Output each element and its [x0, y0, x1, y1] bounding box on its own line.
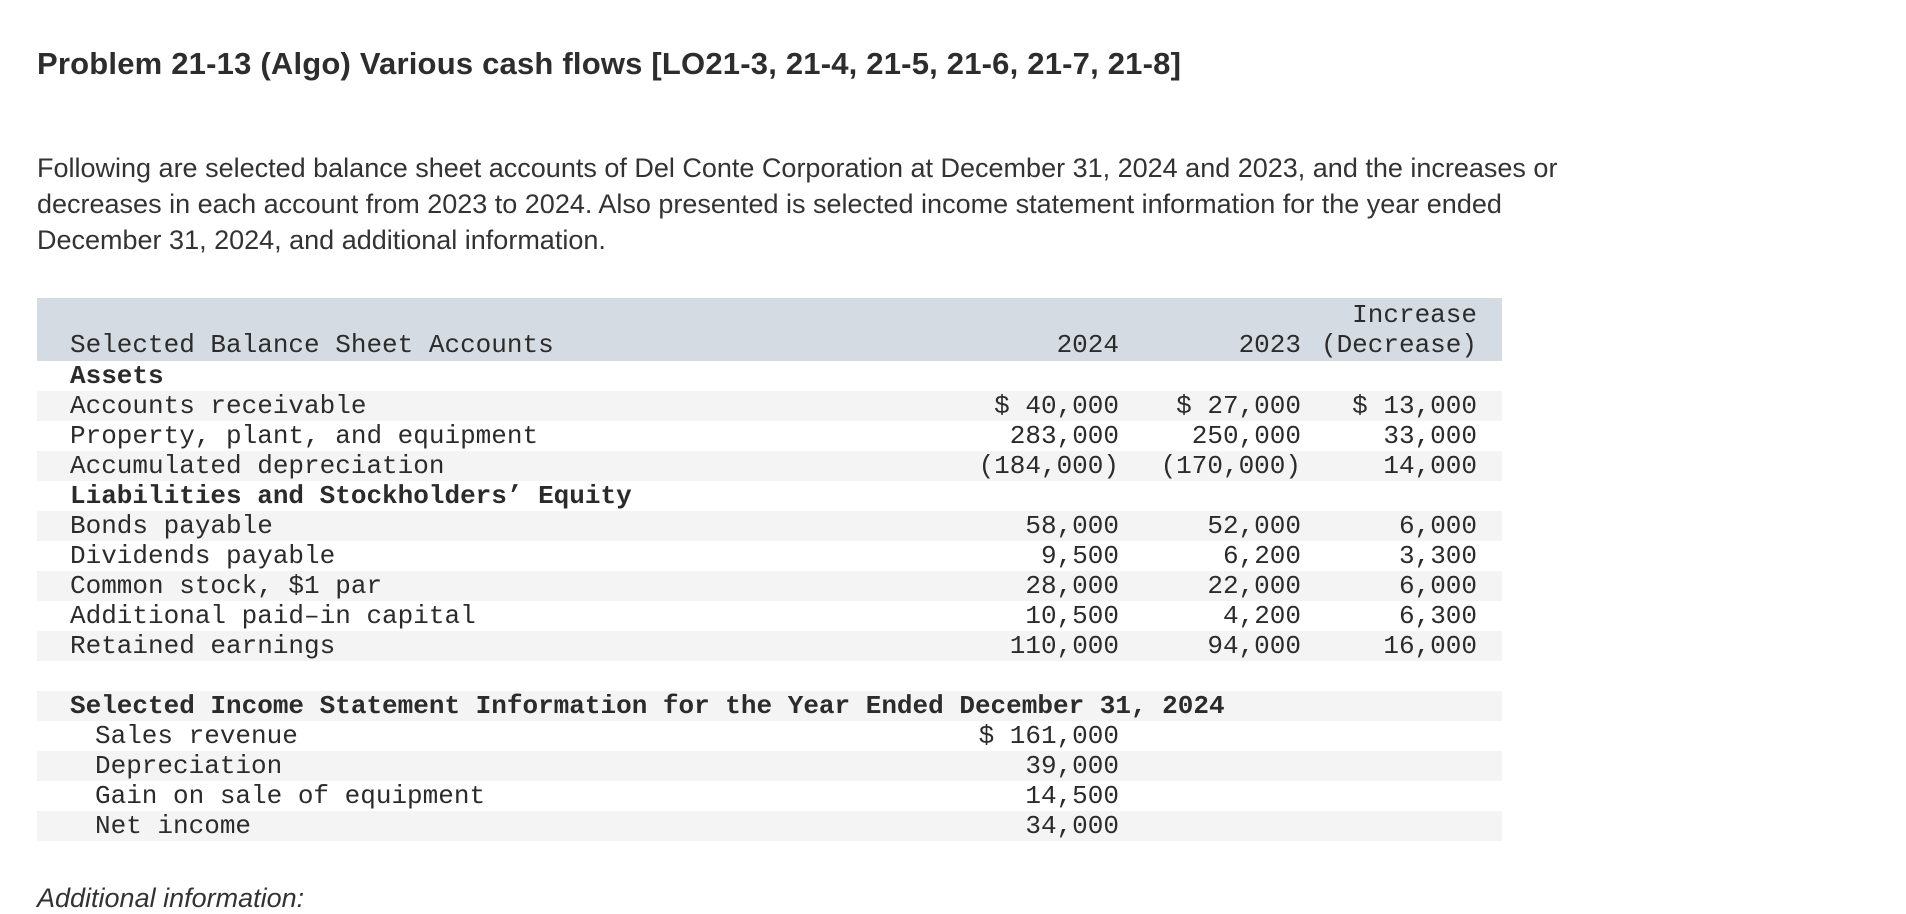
- table-row: Selected Income Statement Information fo…: [37, 691, 1502, 721]
- amount-2023: (170,000): [1160, 451, 1301, 481]
- amount-2023: [1119, 811, 1301, 841]
- amount-change: [1301, 721, 1502, 751]
- table-row: Additional paid–in capital 10,500 4,200 6,3…: [37, 601, 1502, 631]
- header-2023: 2023: [1119, 298, 1301, 361]
- account-label: Accounts receivable: [70, 391, 367, 421]
- table-row: Net income 34,000: [37, 811, 1502, 841]
- amount-change: 6,000: [1398, 511, 1477, 541]
- amount-2024: $ 161,000: [978, 721, 1119, 751]
- amount-2023: [1119, 721, 1301, 751]
- amount-change: 6,000: [1398, 571, 1477, 601]
- amount-2023: [1119, 751, 1301, 781]
- amount-change: [1301, 811, 1502, 841]
- amount-2023: 6,200: [1222, 541, 1301, 571]
- header-accounts: Selected Balance Sheet Accounts: [37, 298, 719, 361]
- account-label: Dividends payable: [70, 541, 336, 571]
- amount-2023: [1119, 781, 1301, 811]
- table-row: Depreciation 39,000: [37, 751, 1502, 781]
- section-heading: Liabilities and Stockholders’ Equity: [70, 481, 632, 511]
- amount-2024: 58,000: [1025, 511, 1119, 541]
- table-row: Accumulated depreciation (184,000) (170,00…: [37, 451, 1502, 481]
- account-label: Accumulated depreciation: [70, 451, 445, 481]
- amount-2023: 52,000: [1207, 511, 1301, 541]
- amount-2024: 39,000: [1025, 751, 1119, 781]
- table-header: Selected Balance Sheet Accounts 2024 202…: [37, 298, 1502, 361]
- amount-2023: 94,000: [1207, 631, 1301, 661]
- header-2024: 2024: [719, 298, 1119, 361]
- spacer-row: [37, 661, 1502, 691]
- table-row: Sales revenue $ 161,000: [37, 721, 1502, 751]
- amount-2024: 110,000: [1009, 631, 1119, 661]
- section-heading: Assets: [70, 361, 164, 391]
- amount-change: [1301, 781, 1502, 811]
- account-label: Bonds payable: [70, 511, 273, 541]
- additional-info-label: Additional information:: [37, 883, 305, 913]
- income-statement-heading: Selected Income Statement Information fo…: [70, 691, 1225, 721]
- amount-change: [1301, 751, 1502, 781]
- amount-2024: 28,000: [1025, 571, 1119, 601]
- spacer-cell: [37, 661, 1502, 691]
- table-row: Liabilities and Stockholders’ Equity: [37, 481, 1502, 511]
- account-label: Net income: [95, 811, 252, 841]
- amount-change: 6,300: [1398, 601, 1477, 631]
- table-row: Common stock, $1 par 28,000 22,000 6,000: [37, 571, 1502, 601]
- amount-2024: 34,000: [1025, 811, 1119, 841]
- account-label: Sales revenue: [95, 721, 298, 751]
- amount-change: $ 13,000: [1352, 391, 1477, 421]
- amount-2024: $ 40,000: [994, 391, 1119, 421]
- amount-change: 16,000: [1383, 631, 1477, 661]
- account-label: Common stock, $1 par: [70, 571, 383, 601]
- amount-change: 14,000: [1383, 451, 1477, 481]
- table-row: Bonds payable 58,000 52,000 6,000: [37, 511, 1502, 541]
- account-label: Additional paid–in capital: [70, 601, 476, 631]
- account-label: Depreciation: [95, 751, 283, 781]
- amount-2024: 14,500: [1025, 781, 1119, 811]
- table-row: Retained earnings 110,000 94,000 16,000: [37, 631, 1502, 661]
- problem-intro: Following are selected balance sheet acc…: [37, 153, 1558, 255]
- account-label: Retained earnings: [70, 631, 336, 661]
- amount-change: 33,000: [1383, 421, 1477, 451]
- amount-2023: 4,200: [1222, 601, 1301, 631]
- amount-2023: 250,000: [1191, 421, 1301, 451]
- account-label: Property, plant, and equipment: [70, 421, 539, 451]
- balance-sheet-table: Selected Balance Sheet Accounts 2024 202…: [37, 298, 1502, 841]
- amount-change: 3,300: [1398, 541, 1477, 571]
- amount-2024: 283,000: [1009, 421, 1119, 451]
- table-row: Accounts receivable $ 40,000 $ 27,000 $ 13,…: [37, 391, 1502, 421]
- table-row: Gain on sale of equipment 14,500: [37, 781, 1502, 811]
- table-header-row: Selected Balance Sheet Accounts 2024 202…: [37, 298, 1502, 361]
- problem-title: Problem 21-13 (Algo) Various cash flows …: [37, 46, 1182, 81]
- table-row: Dividends payable 9,500 6,200 3,300: [37, 541, 1502, 571]
- amount-2024: 9,500: [1040, 541, 1119, 571]
- table-body: Assets Accounts receivable $ 40,000 $ 27,00…: [37, 361, 1502, 841]
- header-increase-decrease: Increase (Decrease): [1301, 298, 1502, 361]
- amount-2024: 10,500: [1025, 601, 1119, 631]
- amount-2023: $ 27,000: [1176, 391, 1301, 421]
- table-row: Assets: [37, 361, 1502, 391]
- table-row: Property, plant, and equipment 283,000 250…: [37, 421, 1502, 451]
- amount-2024: (184,000): [978, 451, 1119, 481]
- account-label: Gain on sale of equipment: [95, 781, 486, 811]
- amount-2023: 22,000: [1207, 571, 1301, 601]
